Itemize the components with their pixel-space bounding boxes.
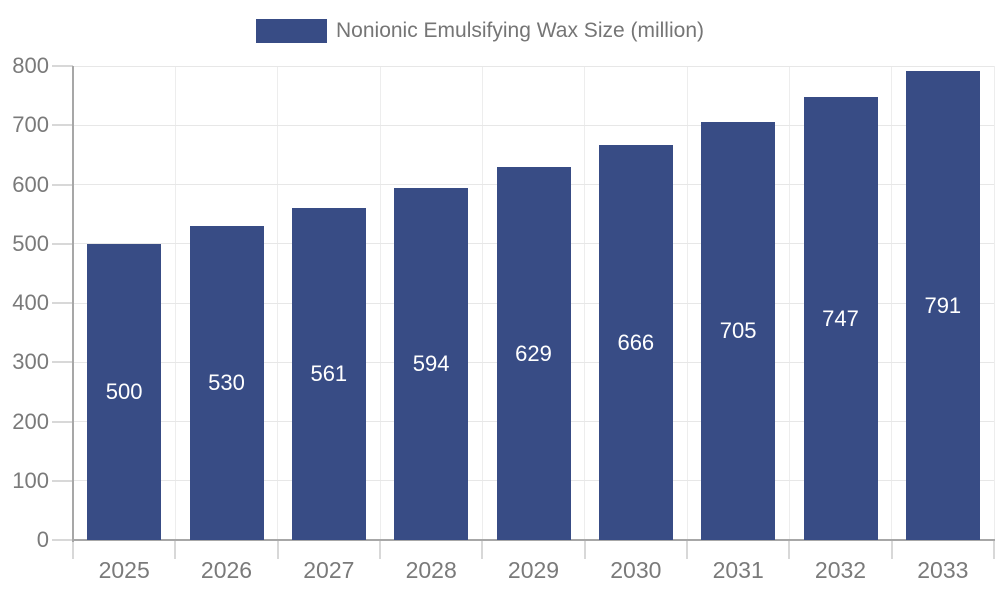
- x-axis-label: 2033: [917, 557, 969, 583]
- x-axis-tick: [788, 541, 791, 559]
- y-axis-label: 100: [12, 467, 49, 493]
- y-axis-tick: [52, 242, 73, 245]
- x-axis-label: 2032: [814, 557, 867, 583]
- bar-2028[interactable]: [394, 188, 469, 540]
- y-axis-label: 200: [12, 408, 49, 434]
- bar-2033[interactable]: [905, 71, 980, 540]
- y-axis-label: 600: [12, 171, 49, 197]
- x-axis-label: 2027: [303, 557, 355, 583]
- y-axis-tick: [52, 183, 73, 186]
- y-axis-tick: [52, 124, 73, 127]
- y-axis-label: 400: [12, 290, 49, 315]
- x-axis-label: 2030: [610, 557, 662, 583]
- x-axis-tick: [481, 541, 484, 559]
- bar-2032[interactable]: [803, 97, 878, 540]
- x-axis-tick: [686, 541, 688, 559]
- x-axis-label: 2028: [405, 557, 457, 583]
- y-axis-label: 0: [36, 527, 49, 552]
- legend-swatch: [256, 19, 327, 43]
- x-axis-tick: [276, 541, 279, 559]
- x-axis-tick: [174, 541, 177, 559]
- bar-2030[interactable]: [598, 145, 673, 540]
- bar-2031[interactable]: [701, 122, 776, 540]
- x-axis-tick: [379, 541, 381, 559]
- y-axis-label: 300: [12, 349, 49, 375]
- bar-2025[interactable]: [87, 243, 162, 540]
- y-gridline: [73, 124, 994, 126]
- y-axis-label: 700: [12, 112, 49, 138]
- legend-item[interactable]: Nonionic Emulsifying Wax Size (million): [0, 19, 980, 43]
- y-axis-tick: [52, 420, 73, 423]
- x-axis-tick: [583, 541, 586, 559]
- y-axis-tick: [52, 479, 73, 482]
- x-axis-tick: [890, 541, 893, 559]
- y-axis-tick: [52, 65, 73, 67]
- x-axis-line: [72, 539, 995, 541]
- x-gridline: [993, 66, 995, 540]
- x-axis-label: 2031: [712, 557, 764, 583]
- y-axis-label: 800: [12, 53, 49, 78]
- y-axis-tick: [52, 302, 73, 304]
- y-axis-tick: [52, 539, 73, 541]
- bar-2029[interactable]: [496, 167, 571, 540]
- x-axis-tick: [993, 541, 995, 559]
- y-axis-label: 500: [12, 230, 49, 256]
- legend-label: Nonionic Emulsifying Wax Size (million): [336, 19, 704, 42]
- y-axis-line: [72, 66, 74, 542]
- x-axis-label: 2026: [200, 557, 253, 583]
- x-axis-label: 2029: [507, 557, 560, 583]
- y-axis-tick: [52, 361, 73, 364]
- y-gridline: [73, 65, 994, 67]
- x-axis-label: 2025: [98, 557, 150, 583]
- bar-2027[interactable]: [291, 207, 366, 540]
- bar-2026[interactable]: [189, 225, 264, 540]
- x-axis-tick: [72, 541, 74, 559]
